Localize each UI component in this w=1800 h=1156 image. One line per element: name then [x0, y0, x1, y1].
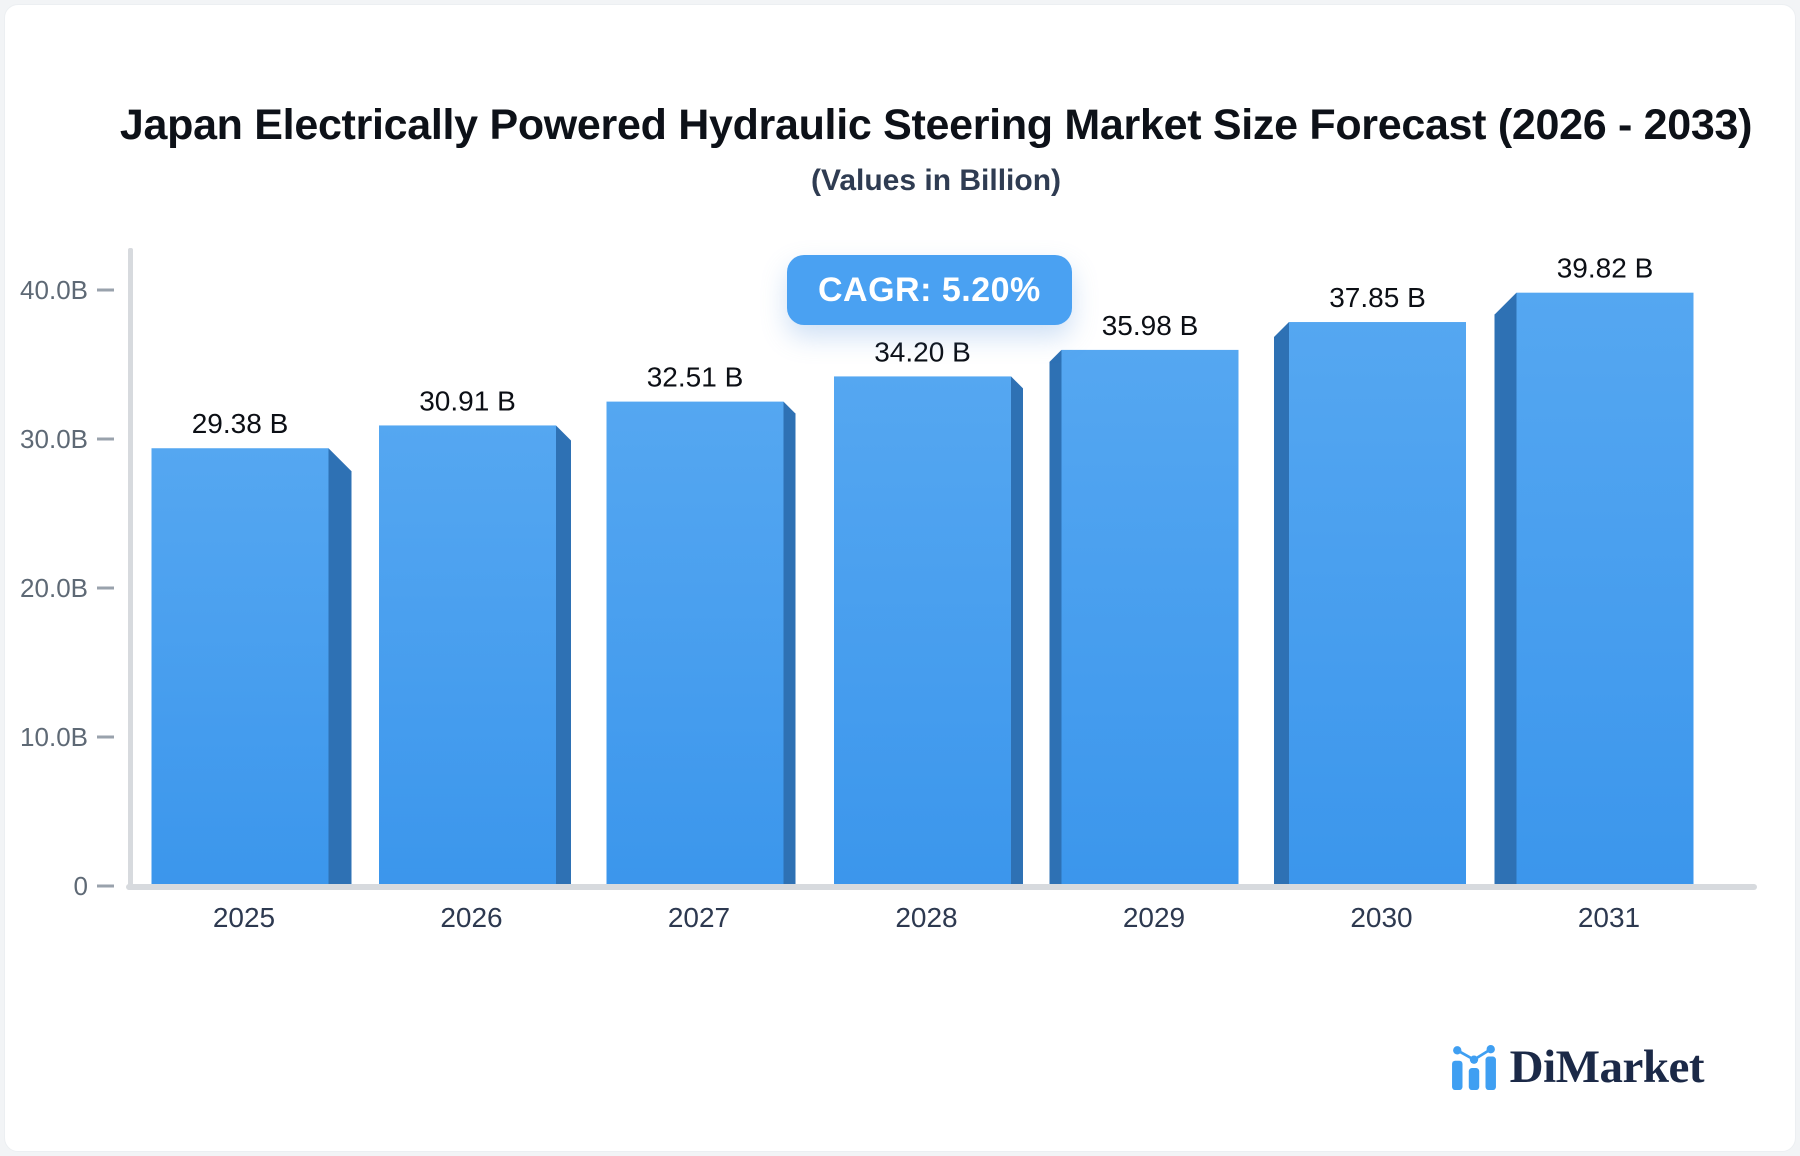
bar-front-face: [151, 448, 329, 888]
bar-side-face: [1274, 322, 1289, 888]
x-axis-label: 2030: [1350, 902, 1412, 933]
bar-2030[interactable]: [1274, 322, 1466, 888]
bar-side-face: [556, 425, 571, 888]
x-axis-label: 2026: [440, 902, 502, 933]
bar-line-chart-icon: [1451, 1045, 1496, 1090]
y-axis-tick-label: 30.0B: [20, 424, 88, 454]
bar-side-face: [1011, 376, 1023, 888]
bar-2028[interactable]: [834, 376, 1023, 888]
x-axis-label: 2025: [213, 902, 275, 933]
x-axis-label: 2029: [1123, 902, 1185, 933]
bar-2025[interactable]: [151, 448, 352, 888]
bar-value-label: 32.51 B: [647, 362, 744, 393]
bar-front-face: [1289, 322, 1466, 888]
chart-subtitle: (Values in Billion): [810, 164, 1062, 198]
y-axis-tick-label: 40.0B: [20, 275, 88, 305]
bar-value-label: 30.91 B: [419, 385, 516, 416]
bar-side-face: [783, 401, 796, 888]
cagr-badge: CAGR: 5.20%: [787, 255, 1072, 325]
x-axis-line: [126, 884, 1757, 890]
bar-value-label: 34.20 B: [874, 336, 971, 367]
y-axis-tick-label: 10.0B: [20, 722, 88, 752]
bar-value-label: 39.82 B: [1557, 253, 1654, 284]
bar-2029[interactable]: [1049, 349, 1239, 888]
x-axis-label: 2031: [1578, 902, 1640, 933]
bar-side-face: [1049, 349, 1062, 888]
y-axis-tick-label: 20.0B: [20, 573, 88, 603]
dimarket-logo: DiMarket: [1451, 1040, 1705, 1094]
bar-value-label: 29.38 B: [192, 408, 289, 439]
chart-header: Japan Electrically Powered Hydraulic Ste…: [0, 0, 1800, 198]
bar-front-face: [606, 401, 784, 888]
y-axis-line: [128, 248, 133, 890]
bar-front-face: [379, 425, 556, 888]
bar-2026[interactable]: [379, 425, 571, 888]
y-axis-tick-label: 0: [74, 871, 88, 901]
bar-front-face: [834, 376, 1011, 888]
bar-side-face: [1494, 292, 1517, 888]
logo-text: DiMarket: [1509, 1041, 1705, 1093]
x-axis-label: 2028: [895, 902, 957, 933]
bar-2031[interactable]: [1494, 292, 1694, 888]
x-axis-label: 2027: [668, 902, 730, 933]
bar-value-label: 37.85 B: [1329, 282, 1426, 313]
chart-title: Japan Electrically Powered Hydraulic Ste…: [119, 101, 1753, 149]
bar-front-face: [1516, 292, 1694, 888]
bar-side-face: [328, 448, 352, 888]
bar-value-label: 35.98 B: [1102, 310, 1199, 341]
bar-2027[interactable]: [606, 401, 796, 888]
bar-front-face: [1061, 349, 1239, 888]
